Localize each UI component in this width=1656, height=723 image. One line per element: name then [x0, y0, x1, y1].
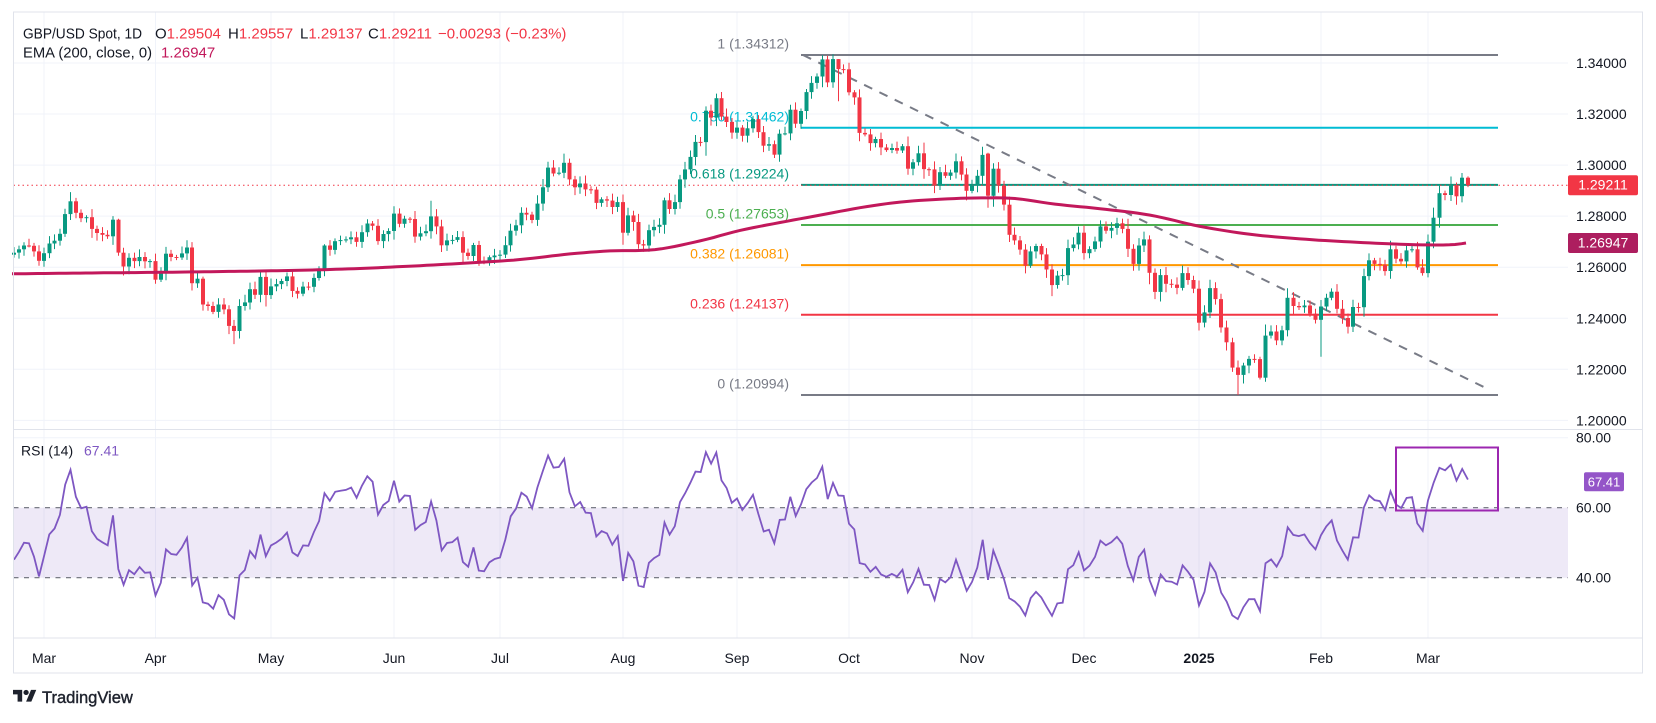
svg-text:Jul: Jul [491, 650, 509, 666]
svg-text:Mar: Mar [1416, 650, 1440, 666]
svg-text:0.236 (1.24137): 0.236 (1.24137) [690, 295, 789, 311]
svg-text:May: May [258, 650, 284, 666]
svg-text:80.00: 80.00 [1576, 430, 1611, 446]
svg-text:EMA (200, close, 0)1.26947: EMA (200, close, 0) 1.26947 [23, 45, 215, 62]
svg-text:1.29211: 1.29211 [1578, 177, 1628, 193]
svg-text:40.00: 40.00 [1576, 570, 1611, 586]
svg-text:Oct: Oct [838, 650, 860, 666]
svg-text:Dec: Dec [1072, 650, 1097, 666]
svg-text:1.26947: 1.26947 [1578, 235, 1629, 251]
svg-text:Aug: Aug [611, 650, 636, 666]
svg-text:Feb: Feb [1309, 650, 1333, 666]
svg-text:Mar: Mar [32, 650, 56, 666]
svg-text:Sep: Sep [725, 650, 750, 666]
svg-text:1.32000: 1.32000 [1576, 106, 1627, 122]
svg-text:0.382 (1.26081): 0.382 (1.26081) [690, 246, 789, 262]
svg-text:2025: 2025 [1183, 650, 1214, 666]
svg-text:1.22000: 1.22000 [1576, 361, 1627, 377]
svg-text:1 (1.34312): 1 (1.34312) [717, 36, 789, 52]
svg-text:67.41: 67.41 [1588, 474, 1621, 489]
svg-text:1.28000: 1.28000 [1576, 208, 1627, 224]
svg-text:1.34000: 1.34000 [1576, 55, 1627, 71]
svg-text:Apr: Apr [145, 650, 167, 666]
svg-text:60.00: 60.00 [1576, 500, 1611, 516]
svg-text:TradingView: TradingView [42, 689, 133, 707]
svg-text:Nov: Nov [960, 650, 985, 666]
svg-text:0.618 (1.29224): 0.618 (1.29224) [690, 165, 789, 181]
svg-text:1.26000: 1.26000 [1576, 259, 1627, 275]
svg-text:RSI (14)67.41: RSI (14) 67.41 [21, 443, 119, 459]
svg-text:1.20000: 1.20000 [1576, 412, 1627, 428]
svg-text:1.24000: 1.24000 [1576, 310, 1627, 326]
svg-text:0 (1.20994): 0 (1.20994) [717, 376, 789, 392]
svg-text:Jun: Jun [383, 650, 406, 666]
svg-text:0.5 (1.27653): 0.5 (1.27653) [706, 206, 789, 222]
svg-text:1.30000: 1.30000 [1576, 157, 1627, 173]
